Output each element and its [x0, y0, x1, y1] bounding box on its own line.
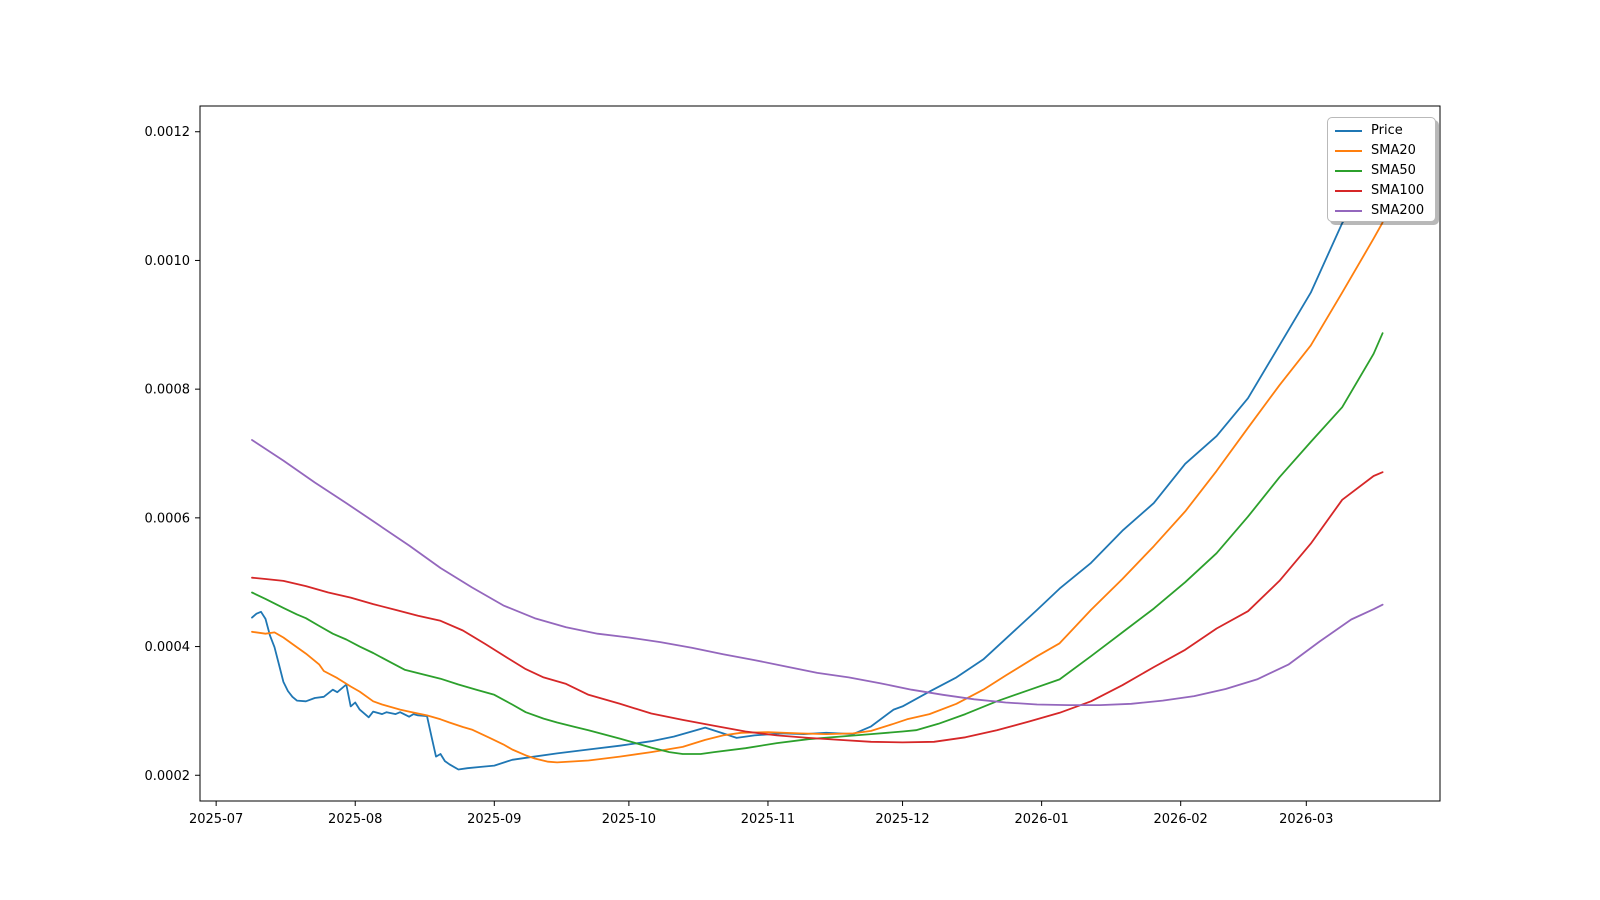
sma20-line-swatch	[1335, 150, 1362, 152]
legend-label-sma20: SMA20	[1371, 143, 1416, 158]
y-tick-label: 0.0010	[145, 254, 191, 269]
legend-label-sma50: SMA50	[1371, 163, 1416, 178]
legend-entry-sma200: SMA200	[1328, 201, 1435, 221]
plot-frame	[199, 105, 1441, 802]
x-tick-label: 2026-03	[1279, 812, 1333, 827]
sma20-line	[251, 221, 1384, 764]
x-tick-label: 2025-07	[189, 812, 243, 827]
sma200-line	[251, 439, 1384, 706]
y-tick-label: 0.0004	[145, 640, 191, 655]
x-tick-label: 2025-11	[741, 812, 795, 827]
x-tick-label: 2026-01	[1014, 812, 1068, 827]
legend-entry-sma100: SMA100	[1328, 181, 1435, 201]
x-tick-label: 2025-10	[602, 812, 656, 827]
y-tick-label: 0.0008	[145, 383, 191, 398]
y-tick-label: 0.0012	[145, 125, 191, 140]
sma100-line-swatch	[1335, 190, 1362, 192]
legend: Price SMA20 SMA50 SMA100 SMA200	[1327, 117, 1436, 222]
price-line	[251, 169, 1384, 771]
x-tick-label: 2025-12	[875, 812, 929, 827]
legend-label-price: Price	[1371, 123, 1403, 138]
sma200-line-swatch	[1335, 210, 1362, 212]
legend-label-sma200: SMA200	[1371, 203, 1425, 218]
legend-entry-sma20: SMA20	[1328, 141, 1435, 161]
x-tick-label: 2025-09	[467, 812, 521, 827]
y-tick-label: 0.0002	[145, 769, 191, 784]
legend-entry-sma50: SMA50	[1328, 161, 1435, 181]
y-tick-label: 0.0006	[145, 511, 191, 526]
legend-entry-price: Price	[1328, 121, 1435, 141]
sma50-line	[251, 332, 1384, 755]
sma100-line	[251, 471, 1384, 744]
x-tick-label: 2026-02	[1154, 812, 1208, 827]
sma50-line-swatch	[1335, 170, 1362, 172]
x-tick-label: 2025-08	[328, 812, 382, 827]
price-line-swatch	[1335, 130, 1362, 132]
legend-label-sma100: SMA100	[1371, 183, 1425, 198]
